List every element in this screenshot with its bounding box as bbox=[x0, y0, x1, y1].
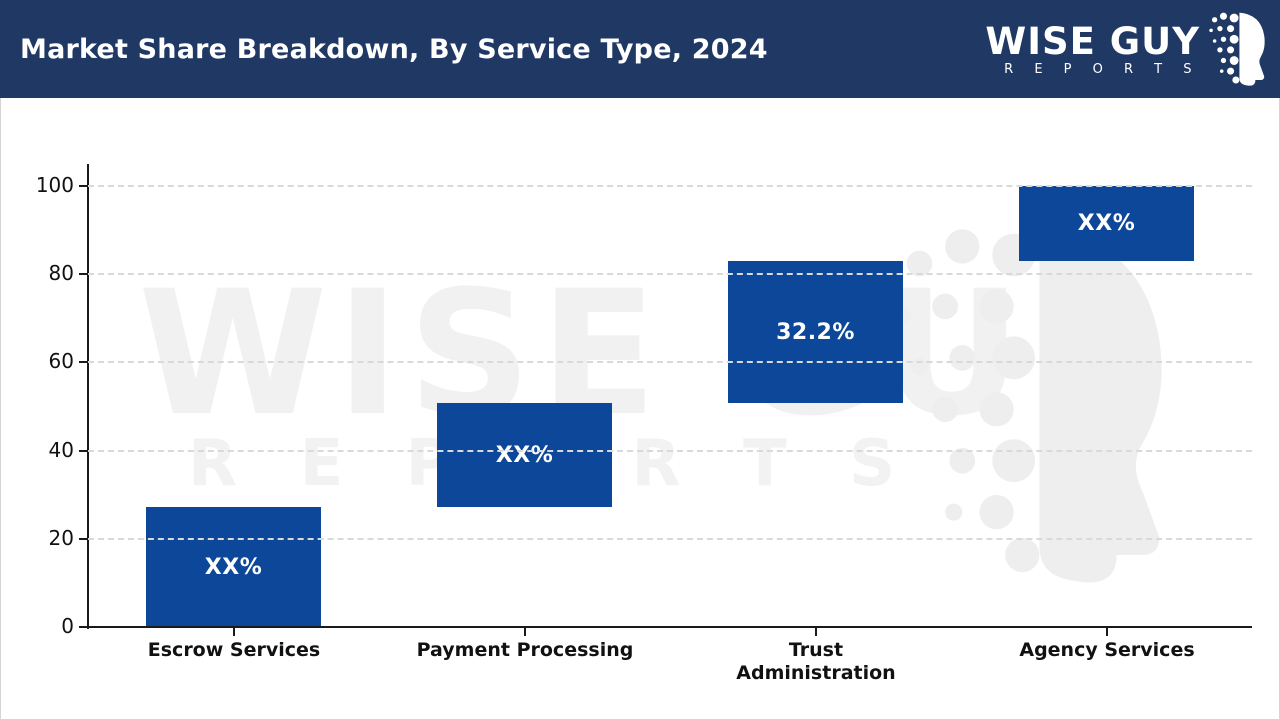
bar-escrow-services: XX% bbox=[146, 507, 321, 627]
bar-value-label: XX% bbox=[204, 554, 263, 580]
y-tick bbox=[79, 273, 87, 276]
chart-title: Market Share Breakdown, By Service Type,… bbox=[20, 33, 768, 65]
y-tick-label: 20 bbox=[48, 525, 74, 550]
y-tick bbox=[79, 626, 87, 628]
bar-value-label: XX% bbox=[1077, 211, 1136, 236]
bar-value-label: 32.2% bbox=[776, 319, 855, 345]
gridline-80 bbox=[88, 273, 1252, 276]
x-tick bbox=[524, 628, 526, 636]
logo-head-icon bbox=[1209, 12, 1265, 86]
x-tick bbox=[815, 628, 817, 636]
y-tick-label: 80 bbox=[48, 261, 74, 286]
header-bar: Market Share Breakdown, By Service Type,… bbox=[0, 0, 1280, 98]
x-tick-label: Trust Administration bbox=[736, 639, 896, 684]
y-tick bbox=[79, 537, 87, 540]
bar-trust-administration: 32.2% bbox=[728, 261, 903, 403]
logo-wordmark: WISE GUY bbox=[985, 19, 1200, 63]
y-tick bbox=[79, 185, 87, 187]
x-tick-label: Payment Processing bbox=[416, 639, 634, 661]
bar-payment-processing: XX% bbox=[437, 403, 612, 507]
y-axis-spine bbox=[87, 164, 89, 629]
gridline-60 bbox=[88, 361, 1252, 364]
logo-text: WISE GUY R E P O R T S bbox=[985, 23, 1200, 76]
x-tick-label: Agency Services bbox=[1019, 639, 1195, 661]
y-tick-label: 60 bbox=[48, 349, 74, 374]
x-tick-label: Escrow Services bbox=[147, 639, 321, 661]
bar-agency-services: XX% bbox=[1019, 186, 1194, 261]
x-axis-spine bbox=[87, 626, 1252, 628]
y-tick bbox=[79, 449, 87, 452]
x-tick bbox=[233, 628, 235, 636]
x-tick bbox=[1106, 628, 1108, 636]
gridline-20 bbox=[88, 537, 1252, 540]
y-tick-label: 40 bbox=[48, 437, 74, 462]
y-tick-label: 0 bbox=[61, 614, 74, 638]
y-tick bbox=[79, 361, 87, 364]
gridline-40 bbox=[88, 449, 1252, 452]
bar-value-label: XX% bbox=[495, 442, 554, 468]
logo-subtitle: R E P O R T S bbox=[1004, 61, 1200, 77]
gridline-100 bbox=[88, 185, 1252, 187]
wise-guy-logo: WISE GUY R E P O R T S bbox=[985, 6, 1266, 92]
y-tick-label: 100 bbox=[35, 173, 74, 197]
